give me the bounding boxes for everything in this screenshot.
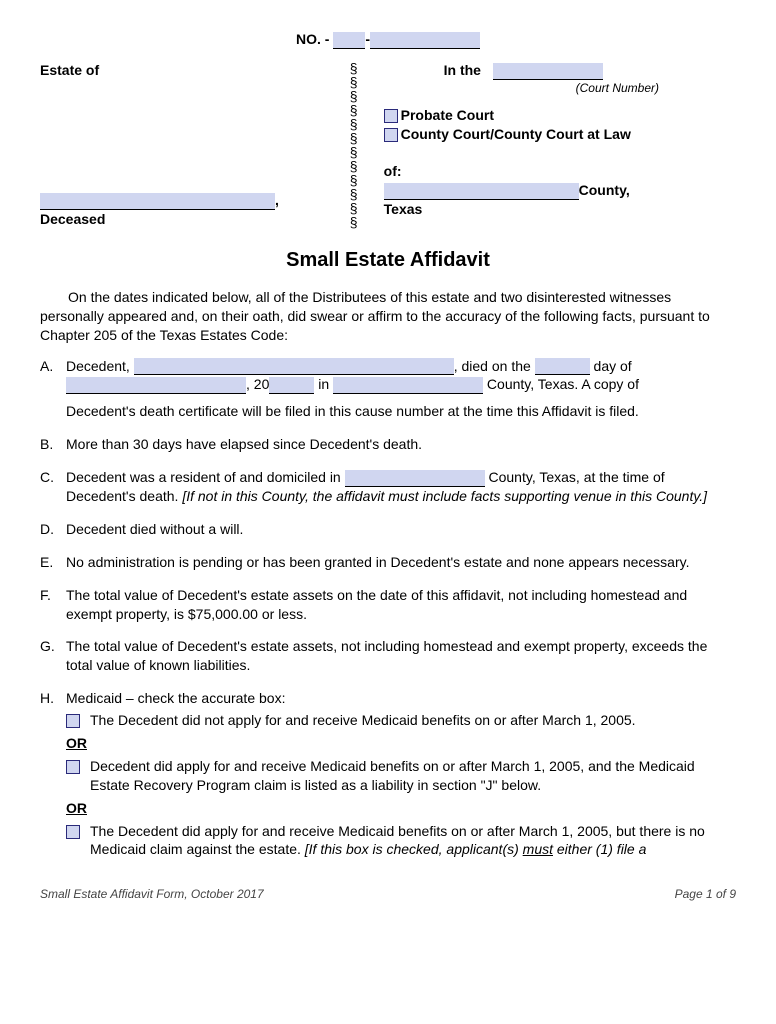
h-opt3d: either (1) file a xyxy=(553,841,646,857)
item-a: A. Decedent, , died on the day of , 20 i… xyxy=(40,357,736,422)
item-letter: E. xyxy=(40,553,66,572)
probate-court-checkbox[interactable] xyxy=(384,109,398,123)
h-opt2-checkbox[interactable] xyxy=(66,760,80,774)
a-t1: Decedent, xyxy=(66,358,134,374)
a-t3: day of xyxy=(590,358,632,374)
item-letter: G. xyxy=(40,637,66,675)
footer: Small Estate Affidavit Form, October 201… xyxy=(40,886,736,902)
h-opt3-checkbox[interactable] xyxy=(66,825,80,839)
c-italic: [If not in this County, the affidavit mu… xyxy=(182,488,707,504)
item-f: F. The total value of Decedent's estate … xyxy=(40,586,736,624)
item-letter: B. xyxy=(40,435,66,454)
a-decedent-name-field[interactable] xyxy=(134,358,454,375)
intro-paragraph: On the dates indicated below, all of the… xyxy=(40,288,736,345)
d-text: Decedent died without a will. xyxy=(66,520,736,539)
g-text: The total value of Decedent's estate ass… xyxy=(66,637,736,675)
item-letter: H. xyxy=(40,689,66,862)
state-label: Texas xyxy=(384,200,736,219)
c-t1: Decedent was a resident of and domiciled… xyxy=(66,469,345,485)
c-county-field[interactable] xyxy=(345,470,485,487)
a-t2: , died on the xyxy=(454,358,535,374)
footer-right: Page 1 of 9 xyxy=(675,886,736,902)
probate-court-label: Probate Court xyxy=(401,107,494,123)
county-court-label: County Court/County Court at Law xyxy=(401,126,631,142)
comma: , xyxy=(275,192,279,208)
county-suffix: County, xyxy=(579,182,630,198)
court-number-caption: (Court Number) xyxy=(499,80,736,96)
h-opt3b: [If this box is checked, applicant(s) xyxy=(305,841,523,857)
h-lead: Medicaid – check the accurate box: xyxy=(66,689,736,708)
county-field[interactable] xyxy=(384,183,579,200)
case-number-line: NO. - - xyxy=(40,30,736,49)
decedent-name-field[interactable] xyxy=(40,193,275,210)
a-year-field[interactable] xyxy=(269,377,314,394)
of-label: of: xyxy=(384,162,736,181)
a-t5: in xyxy=(314,376,333,392)
item-letter: A. xyxy=(40,357,66,422)
a-t6: County, Texas. A copy of xyxy=(483,376,639,392)
item-e: E. No administration is pending or has b… xyxy=(40,553,736,572)
b-text: More than 30 days have elapsed since Dec… xyxy=(66,435,736,454)
case-no-part1-field[interactable] xyxy=(333,32,365,49)
no-label: NO. - xyxy=(296,31,329,47)
f-text: The total value of Decedent's estate ass… xyxy=(66,586,736,624)
item-letter: F. xyxy=(40,586,66,624)
header-grid: Estate of , Deceased §§§§§§§§§§§§ In the… xyxy=(40,61,736,229)
estate-of-label: Estate of xyxy=(40,61,334,80)
item-letter: C. xyxy=(40,468,66,506)
h-opt2: Decedent did apply for and receive Medic… xyxy=(90,757,736,795)
h-opt1: The Decedent did not apply for and recei… xyxy=(90,711,736,730)
item-c: C. Decedent was a resident of and domici… xyxy=(40,468,736,506)
item-g: G. The total value of Decedent's estate … xyxy=(40,637,736,675)
deceased-label: Deceased xyxy=(40,210,344,229)
page-title: Small Estate Affidavit xyxy=(40,247,736,274)
item-b: B. More than 30 days have elapsed since … xyxy=(40,435,736,454)
a-day-field[interactable] xyxy=(535,358,590,375)
in-the-label: In the xyxy=(444,62,481,78)
case-no-part2-field[interactable] xyxy=(370,32,480,49)
item-d: D. Decedent died without a will. xyxy=(40,520,736,539)
e-text: No administration is pending or has been… xyxy=(66,553,736,572)
court-number-field[interactable] xyxy=(493,63,603,80)
a-month-field[interactable] xyxy=(66,377,246,394)
a-county-field[interactable] xyxy=(333,377,483,394)
h-opt1-checkbox[interactable] xyxy=(66,714,80,728)
section-markers-column: §§§§§§§§§§§§ xyxy=(344,61,364,229)
county-court-checkbox[interactable] xyxy=(384,128,398,142)
or-2: OR xyxy=(66,799,736,818)
a-t4: , 20 xyxy=(246,376,269,392)
h-opt3c: must xyxy=(523,841,553,857)
item-h: H. Medicaid – check the accurate box: Th… xyxy=(40,689,736,862)
item-letter: D. xyxy=(40,520,66,539)
or-1: OR xyxy=(66,734,736,753)
footer-left: Small Estate Affidavit Form, October 201… xyxy=(40,886,264,902)
a-t7: Decedent's death certificate will be fil… xyxy=(66,402,736,421)
